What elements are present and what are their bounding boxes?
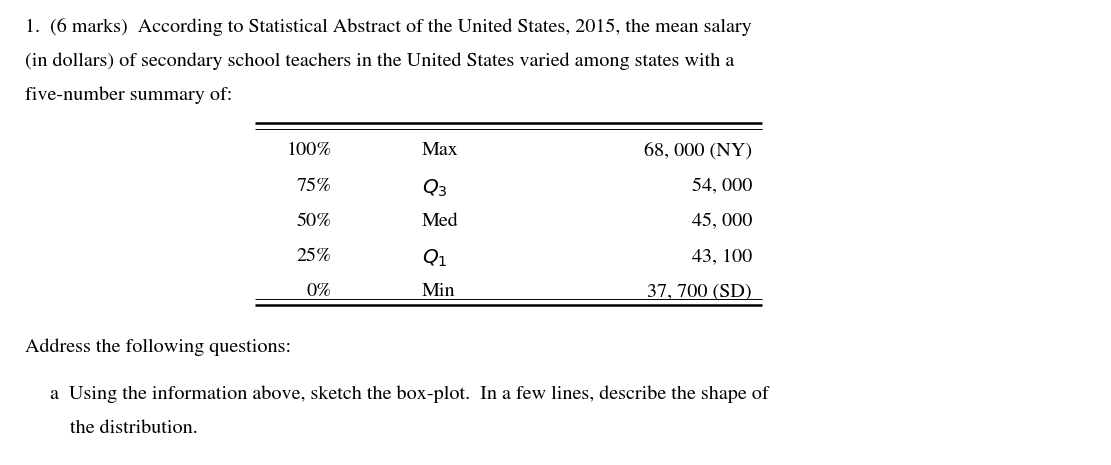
Text: Med: Med [422,213,459,230]
Text: 0%: 0% [307,283,332,300]
Text: 75%: 75% [297,178,332,195]
Text: 37, 700 (SD): 37, 700 (SD) [648,283,752,300]
Text: the distribution.: the distribution. [50,420,198,437]
Text: Min: Min [422,283,456,300]
Text: 54, 000: 54, 000 [692,178,752,195]
Text: Address the following questions:: Address the following questions: [26,338,291,356]
Text: Max: Max [422,142,459,159]
Text: 68, 000 (NY): 68, 000 (NY) [644,142,752,159]
Text: (in dollars) of secondary school teachers in the United States varied among stat: (in dollars) of secondary school teacher… [26,52,734,70]
Text: $Q_1$: $Q_1$ [422,248,448,269]
Text: a  Using the information above, sketch the box-plot.  In a few lines, describe t: a Using the information above, sketch th… [50,385,769,403]
Text: 25%: 25% [297,248,332,265]
Text: 50%: 50% [297,213,332,230]
Text: 45, 000: 45, 000 [692,213,752,230]
Text: 1.  (6 marks)  According to Statistical Abstract of the United States, 2015, the: 1. (6 marks) According to Statistical Ab… [26,18,752,36]
Text: $Q_3$: $Q_3$ [422,178,448,199]
Text: five-number summary of:: five-number summary of: [26,86,232,104]
Text: 43, 100: 43, 100 [692,248,752,265]
Text: 100%: 100% [287,142,332,159]
